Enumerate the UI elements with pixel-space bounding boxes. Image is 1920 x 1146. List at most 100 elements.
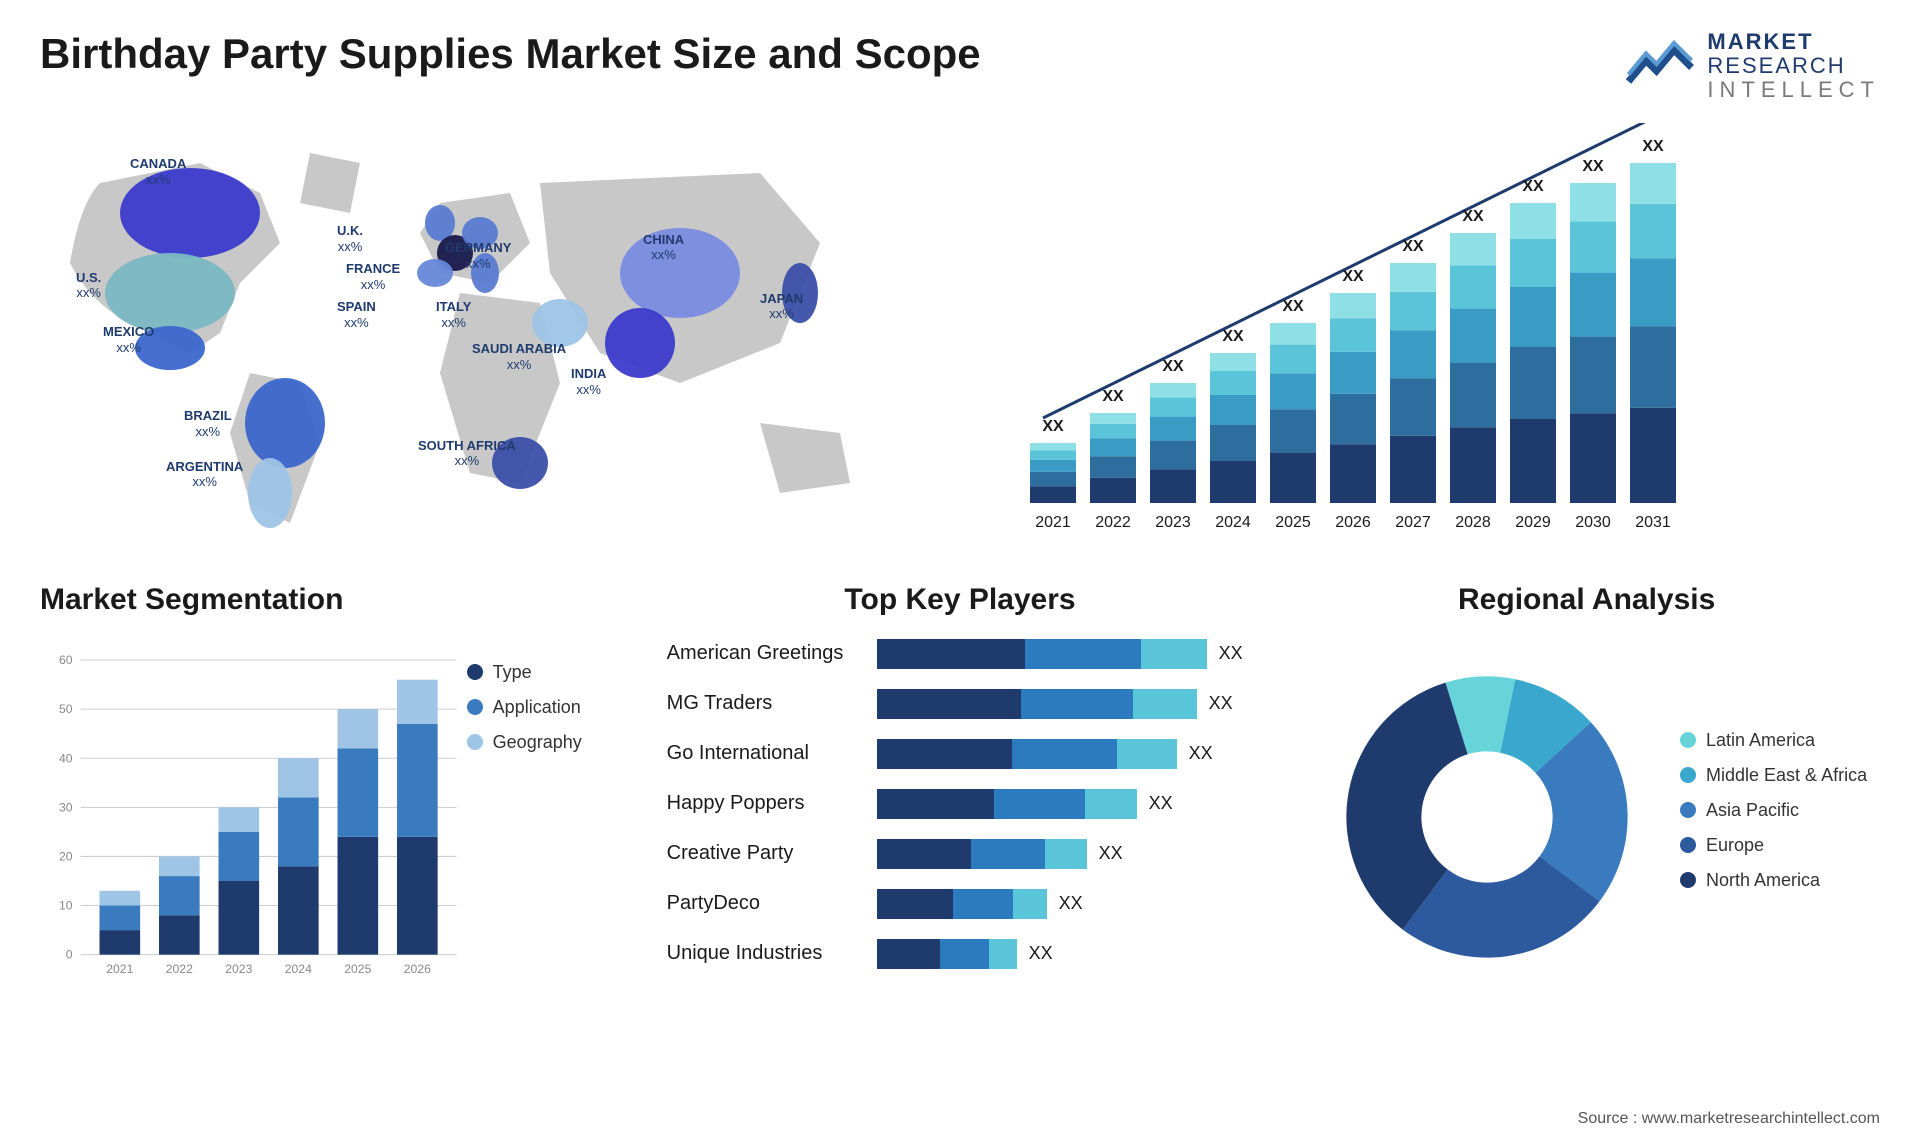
segmentation-legend: Type Application Geography bbox=[467, 632, 627, 1003]
player-name: Go International bbox=[667, 742, 877, 765]
player-row: PartyDeco XX bbox=[667, 882, 1254, 926]
svg-text:40: 40 bbox=[59, 751, 73, 765]
svg-text:2023: 2023 bbox=[225, 961, 252, 975]
legend-item: Asia Pacific bbox=[1680, 800, 1880, 821]
map-label-argentina: ARGENTINAxx% bbox=[166, 459, 243, 490]
svg-text:0: 0 bbox=[66, 947, 73, 961]
page-title: Birthday Party Supplies Market Size and … bbox=[40, 30, 981, 78]
svg-text:2030: 2030 bbox=[1575, 514, 1611, 531]
player-bar bbox=[877, 639, 1207, 669]
player-name: MG Traders bbox=[667, 692, 877, 715]
map-label-south-africa: SOUTH AFRICAxx% bbox=[418, 438, 516, 469]
svg-text:XX: XX bbox=[1402, 238, 1424, 255]
header: Birthday Party Supplies Market Size and … bbox=[40, 30, 1880, 103]
player-value: XX bbox=[1209, 693, 1233, 714]
svg-text:2025: 2025 bbox=[344, 961, 371, 975]
svg-text:XX: XX bbox=[1162, 358, 1184, 375]
growth-chart: XX2021XX2022XX2023XX2024XX2025XX2026XX20… bbox=[980, 123, 1880, 543]
legend-item: Geography bbox=[467, 732, 627, 753]
regional-title: Regional Analysis bbox=[1293, 583, 1880, 617]
map-label-u-k-: U.K.xx% bbox=[337, 223, 363, 254]
svg-text:30: 30 bbox=[59, 800, 73, 814]
player-bar bbox=[877, 889, 1047, 919]
player-bar bbox=[877, 939, 1017, 969]
segmentation-panel: Market Segmentation 0 10 20 30 40 50 60 2021 202… bbox=[40, 583, 627, 1003]
logo-line1: MARKET bbox=[1707, 30, 1880, 54]
player-bar bbox=[877, 839, 1087, 869]
player-name: Happy Poppers bbox=[667, 792, 877, 815]
brand-logo: MARKET RESEARCH INTELLECT bbox=[1625, 30, 1880, 103]
map-label-saudi-arabia: SAUDI ARABIAxx% bbox=[472, 341, 566, 372]
player-row: American Greetings XX bbox=[667, 632, 1254, 676]
bottom-row: Market Segmentation 0 10 20 30 40 50 60 2021 202… bbox=[40, 583, 1880, 1003]
svg-text:XX: XX bbox=[1582, 158, 1604, 175]
svg-text:60: 60 bbox=[59, 653, 73, 667]
svg-text:2026: 2026 bbox=[404, 961, 431, 975]
map-label-france: FRANCExx% bbox=[346, 261, 400, 292]
player-row: Happy Poppers XX bbox=[667, 782, 1254, 826]
legend-item: Latin America bbox=[1680, 730, 1880, 751]
svg-text:2026: 2026 bbox=[1335, 514, 1371, 531]
player-value: XX bbox=[1149, 793, 1173, 814]
player-row: Go International XX bbox=[667, 732, 1254, 776]
player-name: Unique Industries bbox=[667, 942, 877, 965]
player-value: XX bbox=[1099, 843, 1123, 864]
map-label-brazil: BRAZILxx% bbox=[184, 408, 232, 439]
legend-item: Type bbox=[467, 662, 627, 683]
player-value: XX bbox=[1059, 893, 1083, 914]
svg-text:XX: XX bbox=[1282, 298, 1304, 315]
svg-text:2022: 2022 bbox=[166, 961, 193, 975]
map-label-canada: CANADAxx% bbox=[130, 156, 186, 187]
svg-text:2024: 2024 bbox=[285, 961, 312, 975]
segmentation-chart: 0 10 20 30 40 50 60 2021 2022 2023 2024 2025 2026 bbox=[40, 632, 467, 1003]
map-label-spain: SPAINxx% bbox=[337, 299, 376, 330]
player-value: XX bbox=[1219, 643, 1243, 664]
key-players-list: American GreetingsXXMG TradersXXGo Inter… bbox=[667, 632, 1254, 1003]
map-label-japan: JAPANxx% bbox=[760, 291, 803, 322]
player-bar bbox=[877, 689, 1197, 719]
svg-text:XX: XX bbox=[1222, 328, 1244, 345]
player-row: MG Traders XX bbox=[667, 682, 1254, 726]
growth-chart-panel: XX2021XX2022XX2023XX2024XX2025XX2026XX20… bbox=[980, 123, 1880, 543]
legend-item: Application bbox=[467, 697, 627, 718]
map-label-germany: GERMANYxx% bbox=[445, 240, 511, 271]
map-label-u-s-: U.S.xx% bbox=[76, 270, 101, 301]
svg-text:2021: 2021 bbox=[106, 961, 133, 975]
player-value: XX bbox=[1029, 943, 1053, 964]
player-value: XX bbox=[1189, 743, 1213, 764]
svg-text:10: 10 bbox=[59, 898, 73, 912]
svg-text:XX: XX bbox=[1102, 388, 1124, 405]
player-name: Creative Party bbox=[667, 842, 877, 865]
key-players-panel: Top Key Players American GreetingsXXMG T… bbox=[667, 583, 1254, 1003]
map-label-india: INDIAxx% bbox=[571, 366, 606, 397]
svg-text:2028: 2028 bbox=[1455, 514, 1491, 531]
segmentation-title: Market Segmentation bbox=[40, 583, 627, 617]
svg-text:2022: 2022 bbox=[1095, 514, 1131, 531]
regional-legend: Latin AmericaMiddle East & AfricaAsia Pa… bbox=[1680, 730, 1880, 905]
svg-text:20: 20 bbox=[59, 849, 73, 863]
regional-panel: Regional Analysis Latin AmericaMiddle Ea… bbox=[1293, 583, 1880, 1003]
svg-text:2029: 2029 bbox=[1515, 514, 1551, 531]
svg-text:XX: XX bbox=[1342, 268, 1364, 285]
legend-item: North America bbox=[1680, 870, 1880, 891]
svg-text:XX: XX bbox=[1642, 138, 1664, 155]
logo-icon bbox=[1625, 39, 1695, 94]
player-bar bbox=[877, 789, 1137, 819]
svg-text:XX: XX bbox=[1462, 208, 1484, 225]
key-players-title: Top Key Players bbox=[667, 583, 1254, 617]
player-name: American Greetings bbox=[667, 642, 877, 665]
map-label-italy: ITALYxx% bbox=[436, 299, 471, 330]
world-map-panel: CANADAxx% U.S.xx%MEXICOxx% BRAZILxx% ARGENT… bbox=[40, 123, 940, 543]
svg-text:2025: 2025 bbox=[1275, 514, 1311, 531]
player-row: Unique Industries XX bbox=[667, 932, 1254, 976]
svg-text:XX: XX bbox=[1042, 418, 1064, 435]
player-name: PartyDeco bbox=[667, 892, 877, 915]
map-label-china: CHINAxx% bbox=[643, 232, 684, 263]
svg-text:2024: 2024 bbox=[1215, 514, 1251, 531]
logo-line3: INTELLECT bbox=[1707, 78, 1880, 102]
svg-text:50: 50 bbox=[59, 702, 73, 716]
player-bar bbox=[877, 739, 1177, 769]
logo-text: MARKET RESEARCH INTELLECT bbox=[1707, 30, 1880, 103]
player-row: Creative Party XX bbox=[667, 832, 1254, 876]
map-label-mexico: MEXICOxx% bbox=[103, 324, 154, 355]
